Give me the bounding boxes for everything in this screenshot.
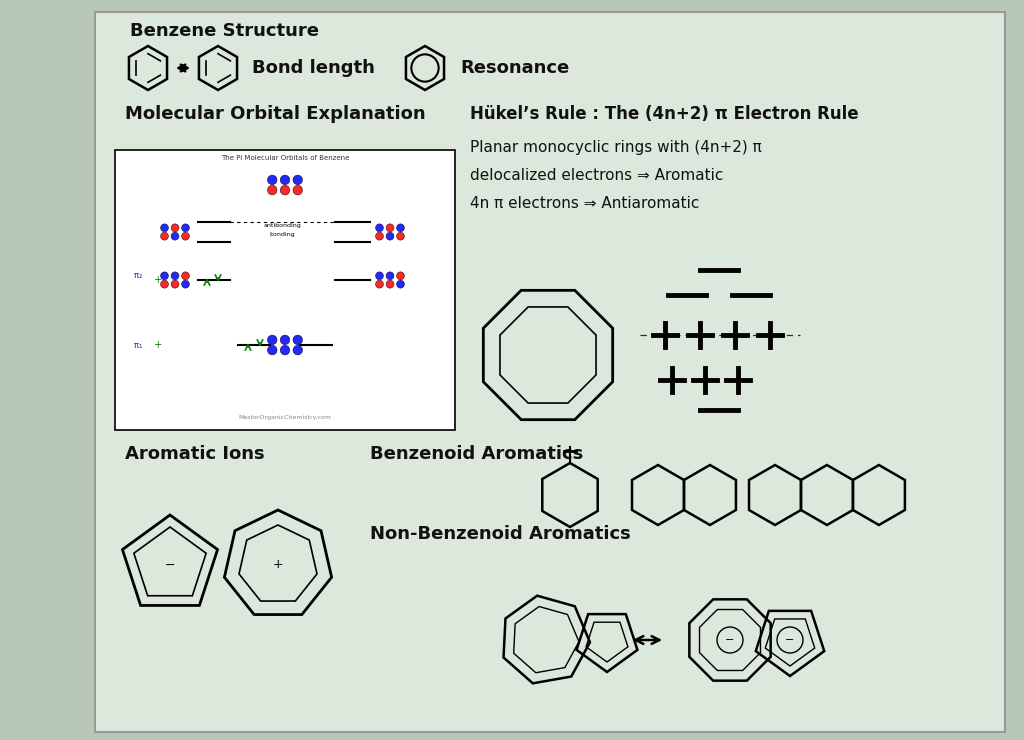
Text: −: − bbox=[725, 635, 734, 645]
Text: Benzenoid Aromatics: Benzenoid Aromatics bbox=[370, 445, 584, 463]
Circle shape bbox=[396, 232, 404, 240]
Circle shape bbox=[161, 224, 168, 232]
Circle shape bbox=[181, 224, 189, 232]
Text: delocalized electrons ⇒ Aromatic: delocalized electrons ⇒ Aromatic bbox=[470, 168, 723, 183]
Circle shape bbox=[386, 272, 394, 280]
Text: Resonance: Resonance bbox=[460, 59, 569, 77]
Text: bonding: bonding bbox=[269, 232, 295, 237]
Circle shape bbox=[386, 232, 394, 240]
Circle shape bbox=[376, 232, 383, 240]
Text: Molecular Orbital Explanation: Molecular Orbital Explanation bbox=[125, 105, 426, 123]
Circle shape bbox=[171, 280, 179, 288]
Text: Planar monocyclic rings with (4n+2) π: Planar monocyclic rings with (4n+2) π bbox=[470, 140, 762, 155]
Text: π₂: π₂ bbox=[134, 271, 148, 280]
Polygon shape bbox=[123, 515, 217, 605]
Text: Bond length: Bond length bbox=[252, 59, 375, 77]
Circle shape bbox=[293, 346, 302, 355]
Circle shape bbox=[171, 224, 179, 232]
Polygon shape bbox=[224, 510, 332, 614]
Text: Aromatic Ions: Aromatic Ions bbox=[125, 445, 264, 463]
Circle shape bbox=[161, 232, 168, 240]
Circle shape bbox=[171, 272, 179, 280]
Circle shape bbox=[386, 224, 394, 232]
Text: −: − bbox=[785, 635, 795, 645]
Text: Benzene Structure: Benzene Structure bbox=[130, 22, 319, 40]
Text: antibonding: antibonding bbox=[263, 223, 301, 228]
Text: −: − bbox=[165, 559, 175, 571]
Text: +: + bbox=[272, 559, 284, 571]
Text: Non-Benzenoid Aromatics: Non-Benzenoid Aromatics bbox=[370, 525, 631, 543]
Circle shape bbox=[293, 335, 302, 345]
Circle shape bbox=[386, 280, 394, 288]
Circle shape bbox=[281, 175, 290, 185]
Text: +: + bbox=[148, 275, 162, 285]
Text: +: + bbox=[148, 340, 162, 350]
FancyBboxPatch shape bbox=[115, 150, 455, 430]
Circle shape bbox=[281, 346, 290, 355]
Circle shape bbox=[161, 272, 168, 280]
Circle shape bbox=[281, 185, 290, 195]
Circle shape bbox=[181, 272, 189, 280]
Text: Hükel’s Rule : The (4n+2) π Electron Rule: Hükel’s Rule : The (4n+2) π Electron Rul… bbox=[470, 105, 859, 123]
Text: MasterOrganicChemistry.com: MasterOrganicChemistry.com bbox=[239, 415, 332, 420]
Circle shape bbox=[267, 185, 278, 195]
Circle shape bbox=[293, 175, 302, 185]
Circle shape bbox=[376, 280, 383, 288]
Circle shape bbox=[181, 280, 189, 288]
Circle shape bbox=[281, 335, 290, 345]
Circle shape bbox=[376, 224, 383, 232]
Circle shape bbox=[161, 280, 168, 288]
Text: 4n π electrons ⇒ Antiaromatic: 4n π electrons ⇒ Antiaromatic bbox=[470, 196, 699, 211]
Circle shape bbox=[181, 232, 189, 240]
Circle shape bbox=[267, 335, 278, 345]
Circle shape bbox=[171, 232, 179, 240]
FancyBboxPatch shape bbox=[95, 12, 1005, 732]
Text: π₁: π₁ bbox=[134, 340, 148, 349]
Text: The Pi Molecular Orbitals of Benzene: The Pi Molecular Orbitals of Benzene bbox=[221, 155, 349, 161]
Circle shape bbox=[267, 175, 278, 185]
Circle shape bbox=[376, 272, 383, 280]
Circle shape bbox=[396, 280, 404, 288]
Circle shape bbox=[396, 224, 404, 232]
Circle shape bbox=[396, 272, 404, 280]
Circle shape bbox=[267, 346, 278, 355]
Circle shape bbox=[293, 185, 302, 195]
